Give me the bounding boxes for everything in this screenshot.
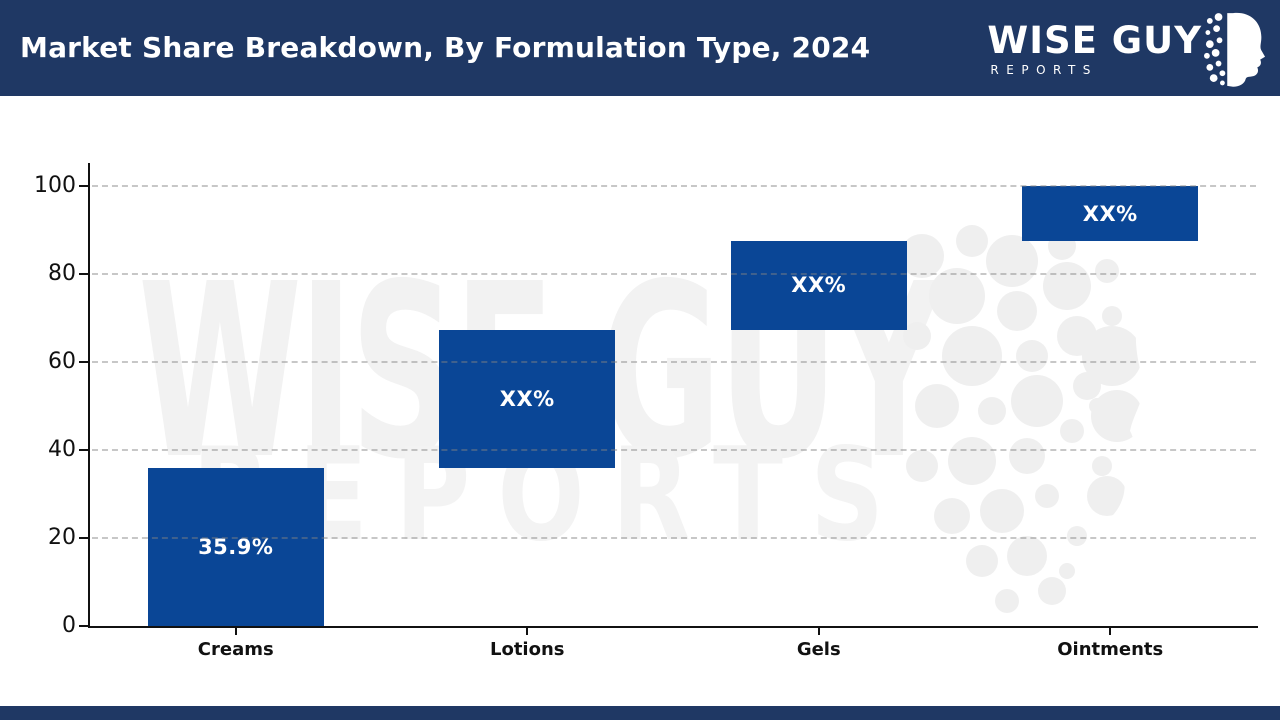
bar-ointments: XX% <box>1022 186 1199 241</box>
y-tick-label: 100 <box>34 173 76 198</box>
x-tick-mark <box>526 628 529 635</box>
x-tick-mark <box>1109 628 1112 635</box>
y-tick-label: 60 <box>48 349 76 374</box>
x-axis-line <box>88 626 1258 628</box>
bar-value-label: 35.9% <box>198 535 274 559</box>
y-tick-label: 80 <box>48 261 76 286</box>
y-tick-mark <box>79 537 88 539</box>
gridline-80 <box>92 273 1256 275</box>
wiseguy-logo: WISE GUY REPORTS <box>987 10 1266 88</box>
bar-lotions: XX% <box>439 329 616 469</box>
category-label-creams: Creams <box>197 639 274 660</box>
gridline-20 <box>92 537 1256 539</box>
logo-subtitle: REPORTS <box>990 62 1098 77</box>
y-tick-mark <box>79 361 88 363</box>
x-tick-mark <box>234 628 237 635</box>
x-tick-mark <box>817 628 820 635</box>
page-title: Market Share Breakdown, By Formulation T… <box>20 31 871 64</box>
gridline-100 <box>92 185 1256 187</box>
bar-value-label: XX% <box>791 273 847 298</box>
header-bar: Market Share Breakdown, By Formulation T… <box>0 0 1280 96</box>
y-tick-mark <box>79 449 88 451</box>
y-tick-label: 20 <box>48 525 76 550</box>
y-tick-mark <box>79 185 88 187</box>
bar-value-label: XX% <box>499 386 555 411</box>
y-tick-label: 0 <box>62 613 76 638</box>
gridline-60 <box>92 361 1256 363</box>
y-tick-mark <box>79 625 88 627</box>
bar-gels: XX% <box>730 241 907 330</box>
y-tick-label: 40 <box>48 437 76 462</box>
gridline-40 <box>92 449 1256 451</box>
footer-bar <box>0 706 1280 720</box>
category-label-lotions: Lotions <box>489 639 565 660</box>
logo-head-icon <box>1204 12 1266 87</box>
y-axis-line <box>88 163 90 628</box>
bar-value-label: XX% <box>1082 201 1138 226</box>
logo-wordmark: WISE GUY <box>987 18 1202 62</box>
category-label-ointments: Ointments <box>1057 639 1164 660</box>
logo-text: WISE GUY REPORTS <box>987 22 1202 77</box>
y-tick-mark <box>79 273 88 275</box>
category-label-gels: Gels <box>796 639 841 660</box>
bar-creams: 35.9% <box>147 468 324 626</box>
